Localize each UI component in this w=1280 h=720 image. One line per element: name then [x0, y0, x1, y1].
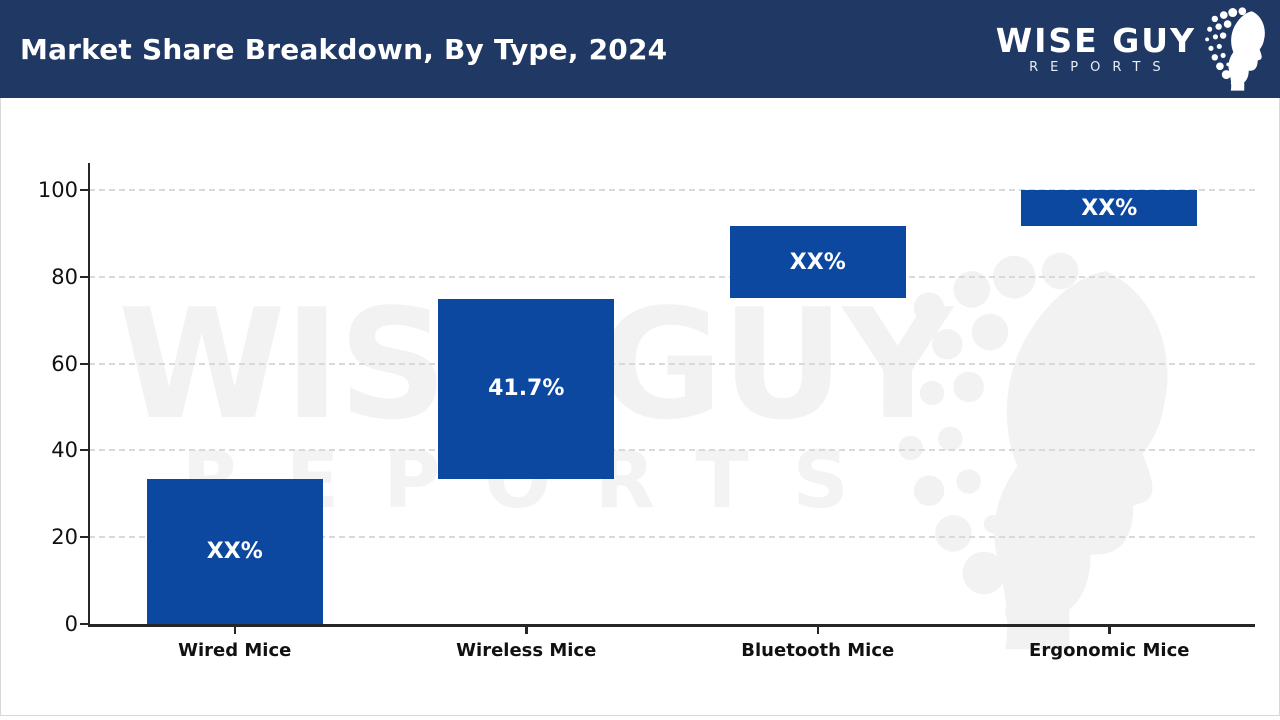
gridline — [89, 449, 1255, 452]
y-axis-tick-label: 40 — [51, 438, 78, 463]
face-profile-icon — [1205, 7, 1265, 91]
y-tick-mark — [80, 362, 89, 365]
x-axis-category-label: Ergonomic Mice — [1029, 640, 1190, 661]
logo-subtitle: REPORTS — [1029, 60, 1173, 75]
y-tick-mark — [80, 275, 89, 278]
bar-value-label: XX% — [206, 539, 263, 565]
bar-wireless-mice: 41.7% — [438, 298, 615, 480]
header-bar: Market Share Breakdown, By Type, 2024 WI… — [0, 0, 1280, 98]
y-axis-tick-label: 100 — [37, 178, 78, 202]
x-axis-line — [87, 624, 1255, 627]
gridline — [89, 362, 1255, 365]
chart-area: WISE GUY REPORTS 0 20 40 60 80 100 XX% Wired Mi… — [0, 98, 1280, 720]
y-tick-mark — [80, 623, 89, 625]
x-tick-mark — [1108, 626, 1111, 634]
bar-value-label: 41.7% — [488, 376, 565, 402]
bar-value-label: XX% — [1081, 195, 1138, 221]
x-tick-mark — [233, 626, 237, 634]
y-tick-mark — [80, 536, 89, 539]
gridline — [89, 536, 1255, 539]
y-axis-tick-label: 60 — [51, 351, 78, 376]
y-tick-mark — [80, 189, 89, 191]
x-tick-mark — [816, 626, 820, 634]
page-title: Market Share Breakdown, By Type, 2024 — [20, 32, 668, 66]
x-axis-category-label: Wireless Mice — [456, 640, 597, 661]
gridline — [89, 275, 1255, 278]
gridline — [89, 189, 1255, 191]
logo-wordmark: WISE GUY — [995, 21, 1196, 60]
y-axis-tick-label: 80 — [51, 264, 78, 289]
plot-area: 0 20 40 60 80 100 XX% Wired Mice 41.7% Wireless M… — [0, 98, 1280, 720]
watermark-face-icon — [883, 252, 1168, 650]
x-axis-category-label: Bluetooth Mice — [741, 640, 895, 661]
y-axis-tick-label: 0 — [64, 612, 78, 636]
bar-wired-mice: XX% — [146, 479, 323, 624]
x-axis-category-label: Wired Mice — [178, 640, 292, 661]
bar-bluetooth-mice: XX% — [729, 226, 906, 299]
y-axis-line — [87, 163, 90, 627]
y-tick-mark — [80, 449, 89, 452]
wise-guy-logo: WISE GUY REPORTS — [996, 6, 1266, 92]
x-tick-mark — [525, 626, 528, 634]
logo-text: WISE GUY REPORTS — [996, 24, 1196, 74]
y-axis-tick-label: 20 — [51, 525, 78, 550]
bar-value-label: XX% — [789, 249, 846, 275]
bar-ergonomic-mice: XX% — [1021, 190, 1198, 227]
